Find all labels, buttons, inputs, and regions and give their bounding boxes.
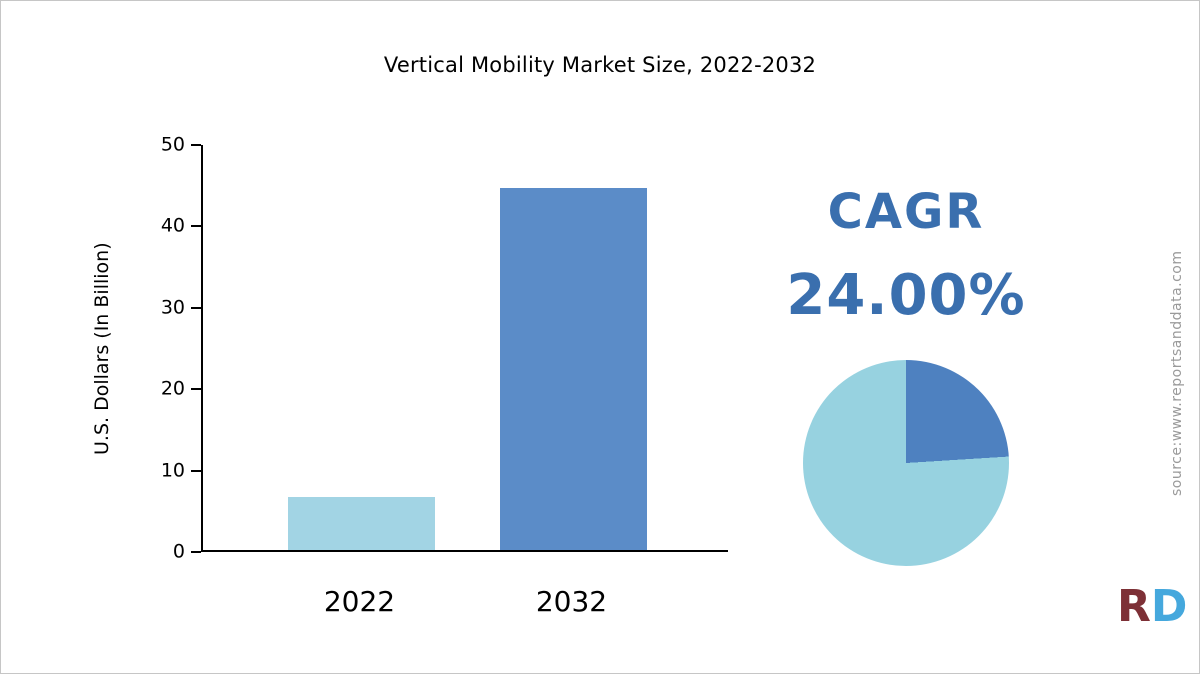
y-tick-mark — [191, 469, 201, 472]
chart-title: Vertical Mobility Market Size, 2022-2032 — [383, 53, 817, 77]
cagr-label: CAGR — [827, 184, 985, 240]
x-category-label: 2022 — [323, 585, 396, 618]
logo-letter-d: D — [1150, 581, 1188, 632]
y-tick-mark — [191, 225, 201, 228]
bar — [288, 497, 435, 550]
logo-letter-r: R — [1117, 581, 1151, 632]
brand-logo: RD — [1117, 585, 1187, 629]
x-category-label: 2032 — [535, 585, 608, 618]
y-tick-mark — [191, 388, 201, 391]
bar — [500, 187, 647, 550]
bar-plot-area — [201, 145, 728, 552]
y-tick-label: 0 — [172, 540, 185, 563]
y-tick-label: 20 — [160, 377, 185, 400]
source-attribution: source:www.reportsanddata.com — [1169, 250, 1185, 497]
y-tick-label: 40 — [160, 214, 185, 237]
y-axis-label: U.S. Dollars (In Billion) — [91, 242, 113, 455]
y-tick-mark — [191, 306, 201, 309]
y-tick-label: 30 — [160, 296, 185, 319]
pie-chart — [803, 360, 1009, 566]
y-tick-mark — [191, 144, 201, 146]
y-tick-mark — [191, 551, 201, 553]
y-tick-label: 50 — [160, 133, 185, 156]
y-axis: 0 10 20 30 40 50 — [121, 135, 201, 561]
y-tick-label: 10 — [160, 459, 185, 482]
cagr-value: 24.00% — [786, 263, 1026, 328]
